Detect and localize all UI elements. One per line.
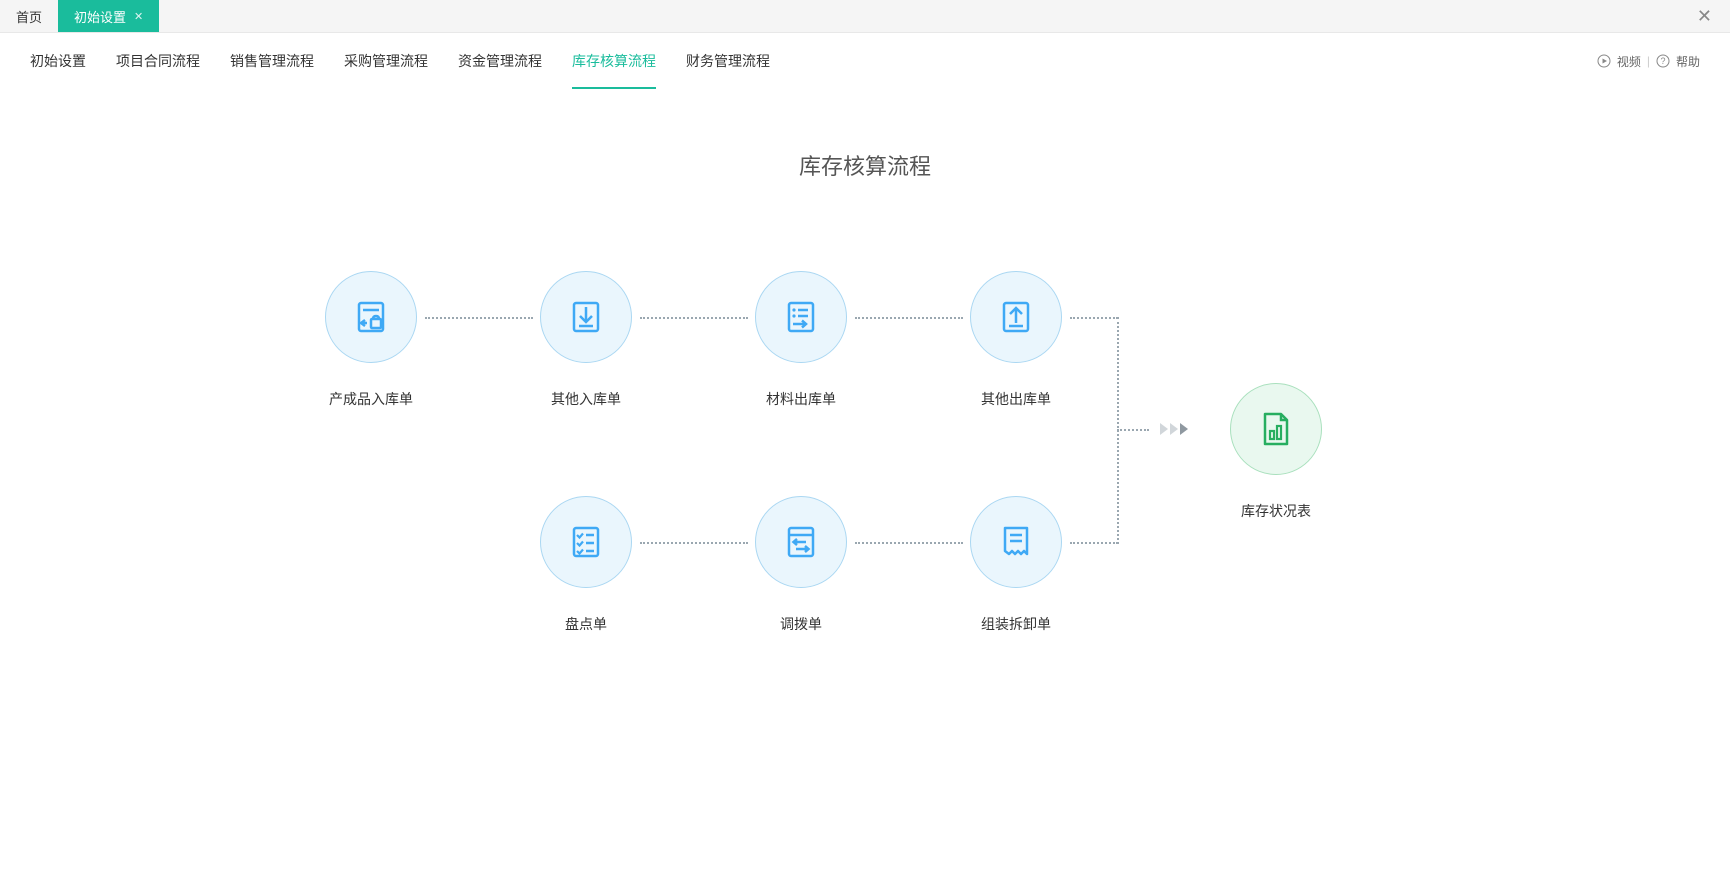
subtab-inventory-label: 库存核算流程 [572,53,656,69]
svg-text:?: ? [1660,56,1665,66]
top-tab-bar: 首页 初始设置 ✕ ✕ [0,0,1730,33]
video-link[interactable]: 视频 [1617,53,1641,70]
subtab-finance-label: 财务管理流程 [686,53,770,69]
subtab-initial-label: 初始设置 [30,53,86,69]
subtab-contract[interactable]: 项目合同流程 [116,33,200,89]
close-icon[interactable]: ✕ [134,10,143,23]
doc-upload-icon [996,297,1036,337]
doc-list-arrow-icon [781,297,821,337]
subtab-purchase[interactable]: 采购管理流程 [344,33,428,89]
subtab-contract-label: 项目合同流程 [116,53,200,69]
connector [425,317,533,319]
doc-chart-icon [1256,409,1296,449]
help-icon[interactable]: ? [1656,54,1670,68]
connector [640,542,748,544]
doc-download-icon [566,297,606,337]
node-other-in[interactable]: 其他入库单 [540,271,632,409]
node-transfer[interactable]: 调拨单 [755,496,847,634]
subtab-funds-label: 资金管理流程 [458,53,542,69]
tab-initial-settings[interactable]: 初始设置 ✕ [58,0,159,32]
subtab-sales[interactable]: 销售管理流程 [230,33,314,89]
node-label: 调拨单 [755,614,847,634]
node-finished-goods-in[interactable]: 产成品入库单 [325,271,417,409]
node-label: 其他入库单 [540,389,632,409]
tab-home[interactable]: 首页 [0,0,58,32]
doc-in-box-icon [351,297,391,337]
help-link[interactable]: 帮助 [1676,53,1700,70]
subtab-inventory[interactable]: 库存核算流程 [572,33,656,89]
doc-receipt-icon [996,522,1036,562]
arrow-icon [1160,423,1188,435]
connector [855,317,963,319]
node-label: 其他出库单 [970,389,1062,409]
flow-diagram: 产成品入库单 其他入库单 材料出库单 [265,271,1465,751]
subtab-finance[interactable]: 财务管理流程 [686,33,770,89]
tab-initial-settings-label: 初始设置 [74,7,126,26]
node-check[interactable]: 盘点单 [540,496,632,634]
connector [855,542,963,544]
node-label: 组装拆卸单 [970,614,1062,634]
node-material-out[interactable]: 材料出库单 [755,271,847,409]
node-label: 库存状况表 [1230,501,1322,521]
separator: | [1647,54,1650,68]
page-title: 库存核算流程 [0,149,1730,181]
node-label: 材料出库单 [755,389,847,409]
doc-checklist-icon [566,522,606,562]
node-other-out[interactable]: 其他出库单 [970,271,1062,409]
connector [1070,542,1118,544]
tab-home-label: 首页 [16,7,42,26]
doc-swap-icon [781,522,821,562]
subtab-initial[interactable]: 初始设置 [30,33,86,89]
sub-tab-bar: 初始设置 项目合同流程 销售管理流程 采购管理流程 资金管理流程 库存核算流程 … [0,33,1730,89]
node-label: 产成品入库单 [325,389,417,409]
subtab-purchase-label: 采购管理流程 [344,53,428,69]
close-all-icon[interactable]: ✕ [1689,0,1720,33]
subtab-funds[interactable]: 资金管理流程 [458,33,542,89]
node-label: 盘点单 [540,614,632,634]
connector [1070,317,1118,319]
node-assemble[interactable]: 组装拆卸单 [970,496,1062,634]
help-area: 视频 | ? 帮助 [1597,33,1700,89]
subtab-sales-label: 销售管理流程 [230,53,314,69]
connector [640,317,748,319]
connector [1117,429,1149,431]
node-stock-report[interactable]: 库存状况表 [1230,383,1322,521]
video-icon[interactable] [1597,54,1611,68]
